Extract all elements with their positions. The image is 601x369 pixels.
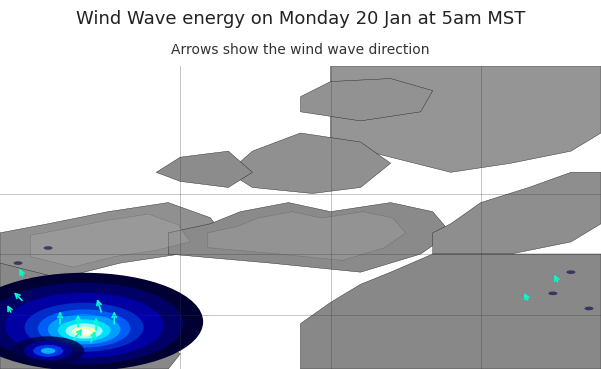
Polygon shape [0,254,180,369]
Polygon shape [300,79,433,121]
Ellipse shape [5,293,163,358]
Ellipse shape [25,282,34,286]
Polygon shape [300,254,601,369]
Polygon shape [156,151,252,187]
Ellipse shape [48,314,121,344]
Text: Wind Wave energy on Monday 20 Jan at 5am MST: Wind Wave energy on Monday 20 Jan at 5am… [76,10,525,28]
Polygon shape [25,275,151,356]
Ellipse shape [0,273,203,369]
Ellipse shape [72,327,96,337]
Text: Arrows show the wind wave direction: Arrows show the wind wave direction [171,43,430,57]
Ellipse shape [43,246,53,250]
Ellipse shape [25,303,144,352]
Ellipse shape [12,336,84,365]
Ellipse shape [549,292,558,295]
Polygon shape [0,203,228,278]
Ellipse shape [13,261,23,265]
Polygon shape [331,66,601,172]
Ellipse shape [566,270,576,274]
Polygon shape [228,133,391,193]
Ellipse shape [38,309,130,348]
Ellipse shape [33,345,63,357]
Ellipse shape [78,330,91,335]
Ellipse shape [41,348,55,354]
Ellipse shape [24,341,72,361]
Ellipse shape [58,320,111,341]
Polygon shape [31,214,191,267]
Ellipse shape [7,301,17,304]
Polygon shape [433,172,601,254]
Polygon shape [208,212,406,261]
Ellipse shape [66,323,103,339]
Polygon shape [168,203,451,272]
Ellipse shape [584,307,594,310]
Ellipse shape [0,283,183,365]
